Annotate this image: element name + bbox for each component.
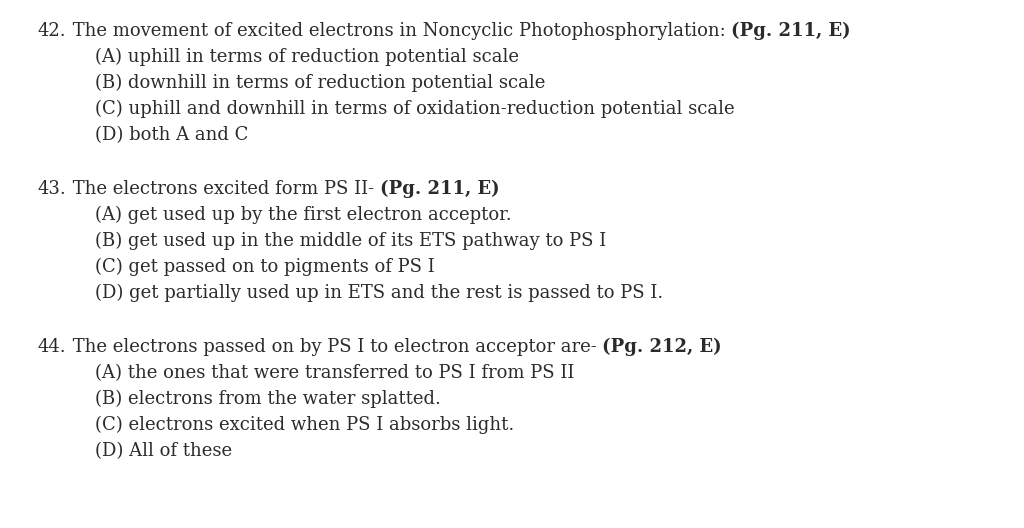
Text: 42.: 42. bbox=[38, 22, 67, 40]
Text: (B) downhill in terms of reduction potential scale: (B) downhill in terms of reduction poten… bbox=[95, 74, 546, 92]
Text: (Pg. 211, E): (Pg. 211, E) bbox=[731, 22, 851, 40]
Text: (C) electrons excited when PS I absorbs light.: (C) electrons excited when PS I absorbs … bbox=[95, 416, 514, 434]
Text: (A) the ones that were transferred to PS I from PS II: (A) the ones that were transferred to PS… bbox=[95, 364, 574, 382]
Text: 44.: 44. bbox=[38, 338, 67, 356]
Text: (C) uphill and downhill in terms of oxidation-reduction potential scale: (C) uphill and downhill in terms of oxid… bbox=[95, 100, 734, 118]
Text: The movement of excited electrons in Noncyclic Photophosphorylation:: The movement of excited electrons in Non… bbox=[67, 22, 731, 40]
Text: (Pg. 212, E): (Pg. 212, E) bbox=[602, 338, 722, 356]
Text: (C) get passed on to pigments of PS I: (C) get passed on to pigments of PS I bbox=[95, 258, 435, 276]
Text: (D) get partially used up in ETS and the rest is passed to PS I.: (D) get partially used up in ETS and the… bbox=[95, 284, 664, 302]
Text: (A) get used up by the first electron acceptor.: (A) get used up by the first electron ac… bbox=[95, 206, 512, 224]
Text: (B) get used up in the middle of its ETS pathway to PS I: (B) get used up in the middle of its ETS… bbox=[95, 232, 606, 250]
Text: (D) both A and C: (D) both A and C bbox=[95, 126, 249, 144]
Text: (B) electrons from the water splatted.: (B) electrons from the water splatted. bbox=[95, 390, 441, 408]
Text: 43.: 43. bbox=[38, 180, 67, 198]
Text: (A) uphill in terms of reduction potential scale: (A) uphill in terms of reduction potenti… bbox=[95, 48, 519, 66]
Text: (Pg. 211, E): (Pg. 211, E) bbox=[380, 180, 500, 198]
Text: The electrons passed on by PS I to electron acceptor are-: The electrons passed on by PS I to elect… bbox=[67, 338, 602, 356]
Text: The electrons excited form PS II-: The electrons excited form PS II- bbox=[67, 180, 380, 198]
Text: (D) All of these: (D) All of these bbox=[95, 442, 232, 460]
